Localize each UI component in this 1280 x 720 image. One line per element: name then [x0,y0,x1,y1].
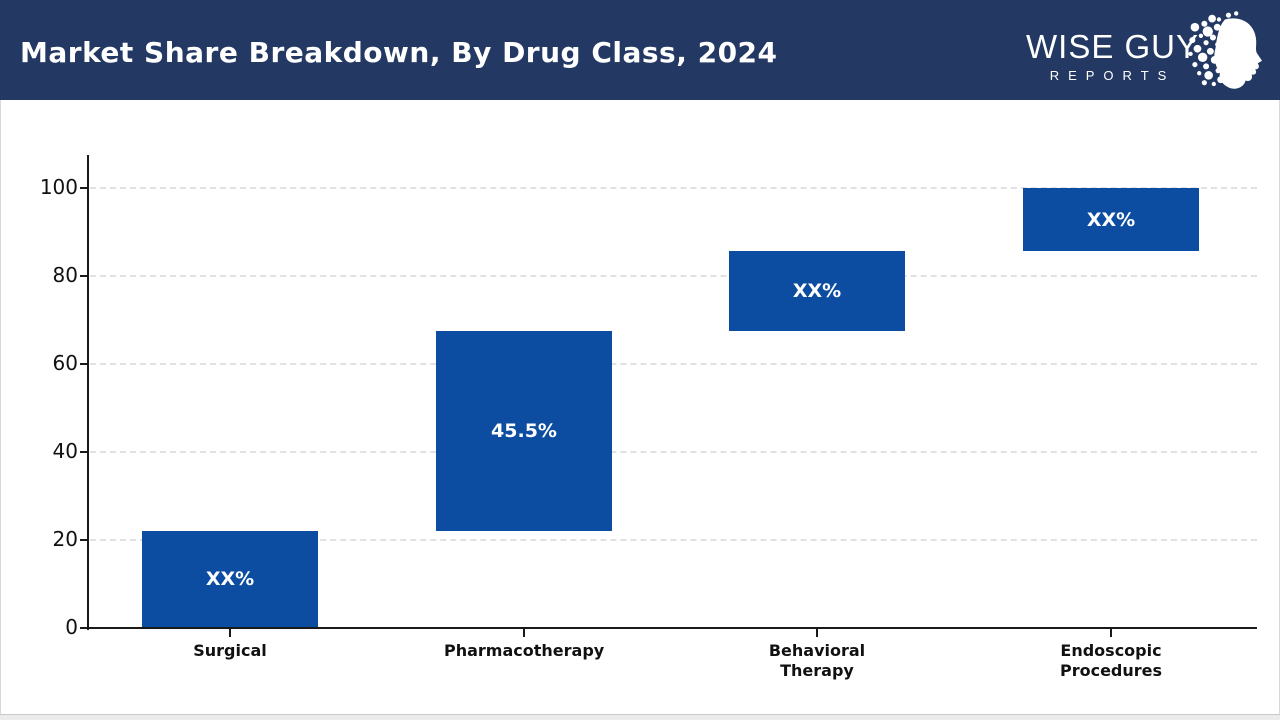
brand-logo-subname: REPORTS [1049,68,1176,83]
y-axis-tick-label: 60 [52,350,78,375]
x-axis-tick-mark [1110,627,1112,637]
y-axis-tick-mark [80,186,88,189]
y-axis-tick-mark [80,274,88,277]
page-title: Market Share Breakdown, By Drug Class, 2… [20,36,778,69]
y-axis-tick-mark [80,538,88,541]
grid-line [90,186,1257,189]
bar-value-label: 45.5% [491,419,557,442]
y-axis-tick-mark [80,450,88,453]
header-bar: Market Share Breakdown, By Drug Class, 2… [0,0,1280,100]
bar-endoscopic-procedures: XX% [1023,187,1199,252]
brand-dotted-head-icon [1182,10,1268,96]
grid-line [90,362,1257,365]
y-axis-tick-label: 40 [52,438,78,463]
x-axis-line [87,626,1257,629]
y-axis-tick-mark [80,362,88,365]
x-axis-label: Endoscopic Procedures [1059,640,1163,681]
bar-surgical: XX% [142,530,318,628]
bar-value-label: XX% [205,568,255,591]
y-axis-tick-label: 0 [65,614,78,639]
x-axis-label: Surgical [193,640,267,660]
bar-pharmacotherapy: 45.5% [436,330,612,531]
bar-behavioral-therapy: XX% [729,251,905,331]
x-axis-tick-mark [816,627,818,637]
y-axis-line [87,155,89,630]
brand-logo-name: WISE GUY [1026,28,1200,65]
grid-line [90,274,1257,277]
y-axis-tick-label: 20 [52,526,78,551]
footer-strip [0,714,1280,720]
bar-value-label: XX% [1086,208,1136,231]
grid-line [90,450,1257,453]
x-axis-tick-mark [523,627,525,637]
grid-line [90,538,1257,541]
y-axis-tick-label: 100 [39,174,78,199]
brand-logo: WISE GUY REPORTS [1008,6,1268,96]
x-axis-tick-mark [229,627,231,637]
x-axis-label: Pharmacotherapy [444,640,605,660]
y-axis-tick-label: 80 [52,262,78,287]
bar-value-label: XX% [792,280,842,303]
x-axis-label: Behavioral Therapy [768,640,866,681]
y-axis-tick-mark [80,626,88,629]
brand-logo-text: WISE GUY REPORTS [1026,28,1199,83]
